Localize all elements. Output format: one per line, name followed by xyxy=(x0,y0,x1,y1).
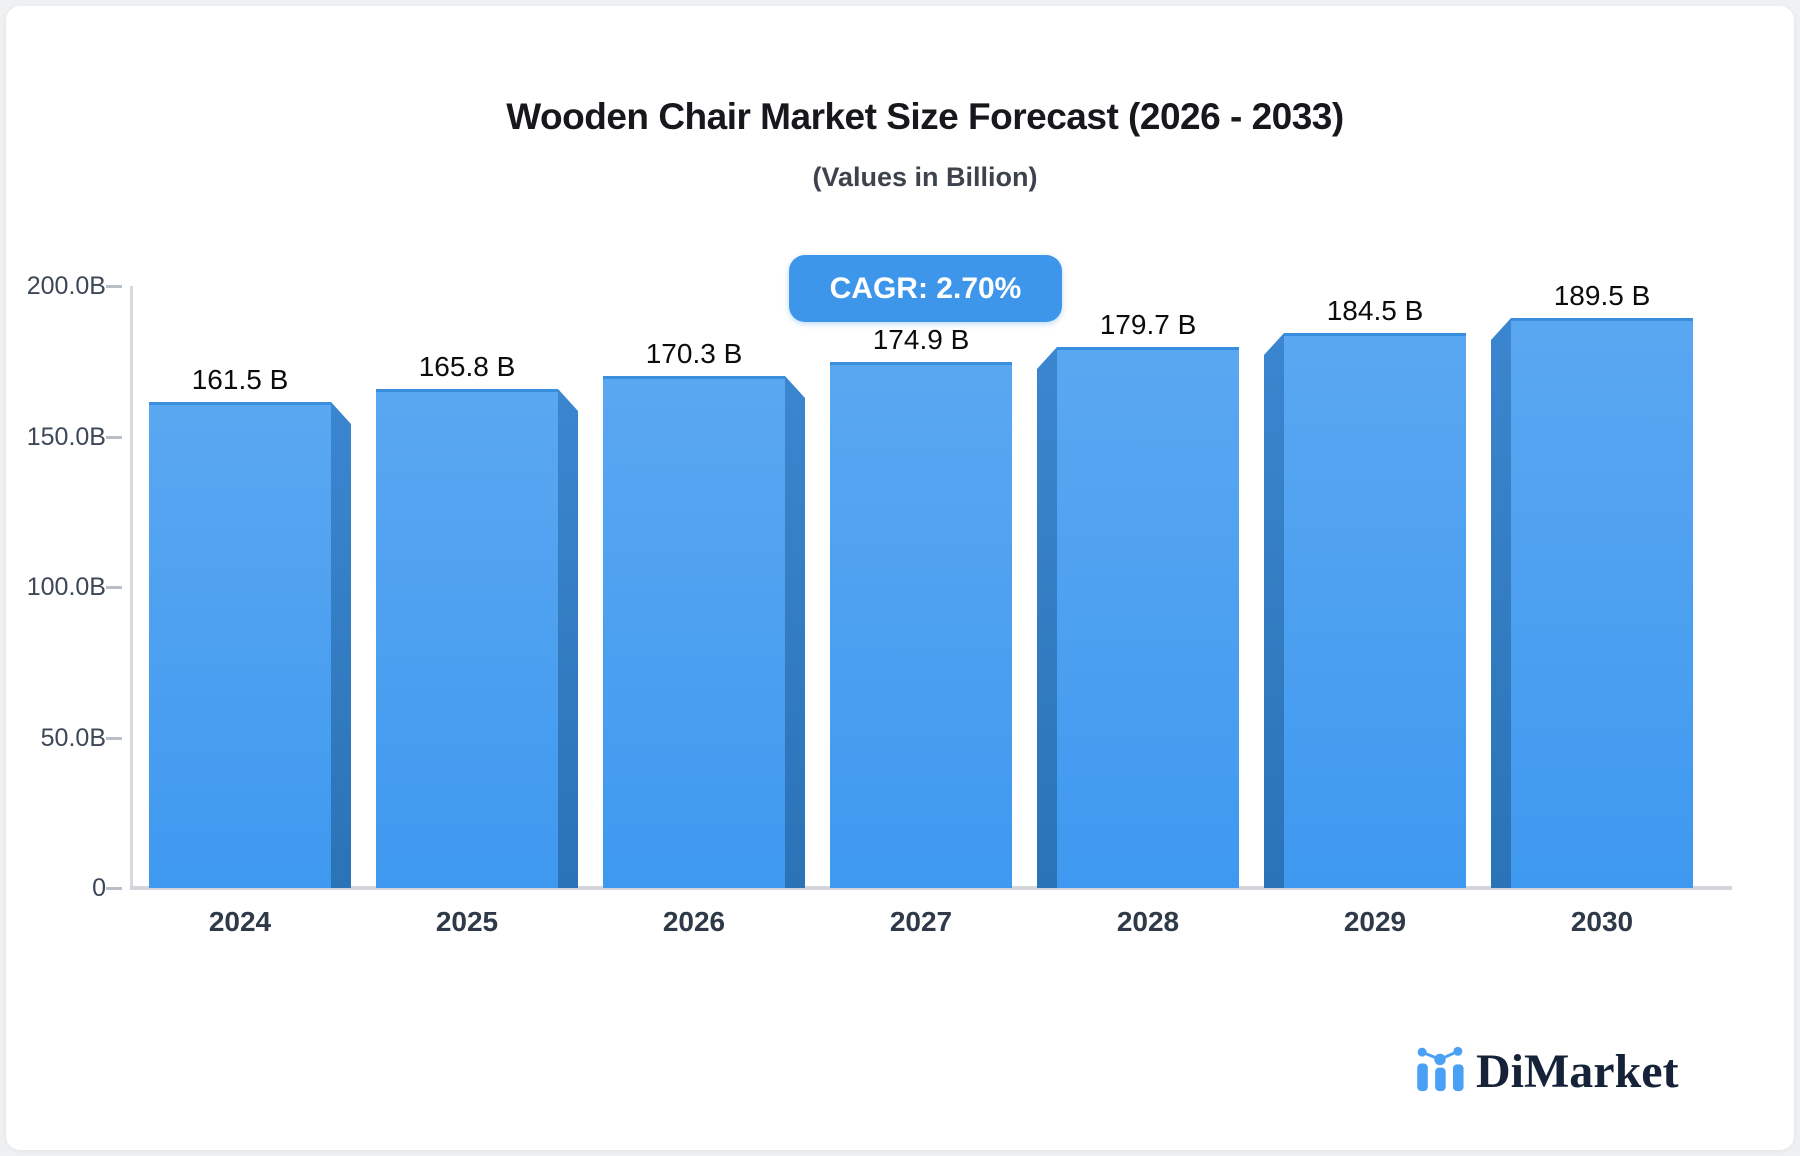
y-axis-tick xyxy=(106,586,122,589)
x-axis-label: 2024 xyxy=(208,906,272,937)
bar-2029 xyxy=(1284,333,1466,888)
y-axis-tick xyxy=(106,436,122,439)
bar-2025-side-face xyxy=(558,389,578,888)
bar-value-label: 189.5 B xyxy=(1553,280,1651,311)
y-axis-label: 0 xyxy=(92,874,106,902)
x-axis-label: 2026 xyxy=(662,906,726,937)
chart-card: Wooden Chair Market Size Forecast (2026 … xyxy=(6,6,1794,1150)
y-axis-label: 200.0B xyxy=(26,272,106,300)
bar-value-label: 179.7 B xyxy=(1099,309,1197,340)
bar-chart-with-trend-dots-icon xyxy=(1414,1042,1466,1098)
bar-2027 xyxy=(830,362,1012,888)
bar-2024 xyxy=(149,402,331,888)
y-axis-label: 150.0B xyxy=(26,423,106,451)
bar-2025 xyxy=(376,389,558,888)
bar-value-label: 165.8 B xyxy=(418,351,516,382)
chart-subtitle: (Values in Billion) xyxy=(812,162,1038,192)
bar-2029-side-face xyxy=(1264,333,1284,888)
dimarket-logo: DiMarket xyxy=(1414,1042,1679,1098)
bar-value-label: 170.3 B xyxy=(645,338,743,369)
x-axis-label: 2029 xyxy=(1343,906,1407,937)
x-axis-label: 2030 xyxy=(1570,906,1634,937)
bar-2030 xyxy=(1511,318,1693,888)
y-axis-tick xyxy=(106,887,122,890)
bar-2024-side-face xyxy=(331,402,351,888)
y-axis-line xyxy=(130,286,133,888)
x-axis-label: 2027 xyxy=(889,906,953,937)
page-title: Wooden Chair Market Size Forecast (2026 … xyxy=(506,96,1344,137)
y-axis-tick xyxy=(106,285,122,288)
bar-value-label: 174.9 B xyxy=(872,324,970,355)
bar-2026 xyxy=(603,376,785,888)
bar-2028 xyxy=(1057,347,1239,888)
bar-2030-side-face xyxy=(1491,318,1511,888)
y-axis-label: 50.0B xyxy=(40,724,106,752)
y-axis-tick xyxy=(106,737,122,740)
bar-2028-side-face xyxy=(1037,347,1057,888)
y-axis-label: 100.0B xyxy=(26,573,106,601)
bar-value-label: 161.5 B xyxy=(191,364,289,395)
x-axis-label: 2028 xyxy=(1116,906,1180,937)
bar-value-label: 184.5 B xyxy=(1326,295,1424,326)
x-axis-baseline xyxy=(130,886,1732,890)
bar-2026-side-face xyxy=(785,376,805,888)
cagr-badge: CAGR: 2.70% xyxy=(789,255,1062,322)
logo-text: DiMarket xyxy=(1476,1045,1679,1098)
x-axis-label: 2025 xyxy=(435,906,499,937)
